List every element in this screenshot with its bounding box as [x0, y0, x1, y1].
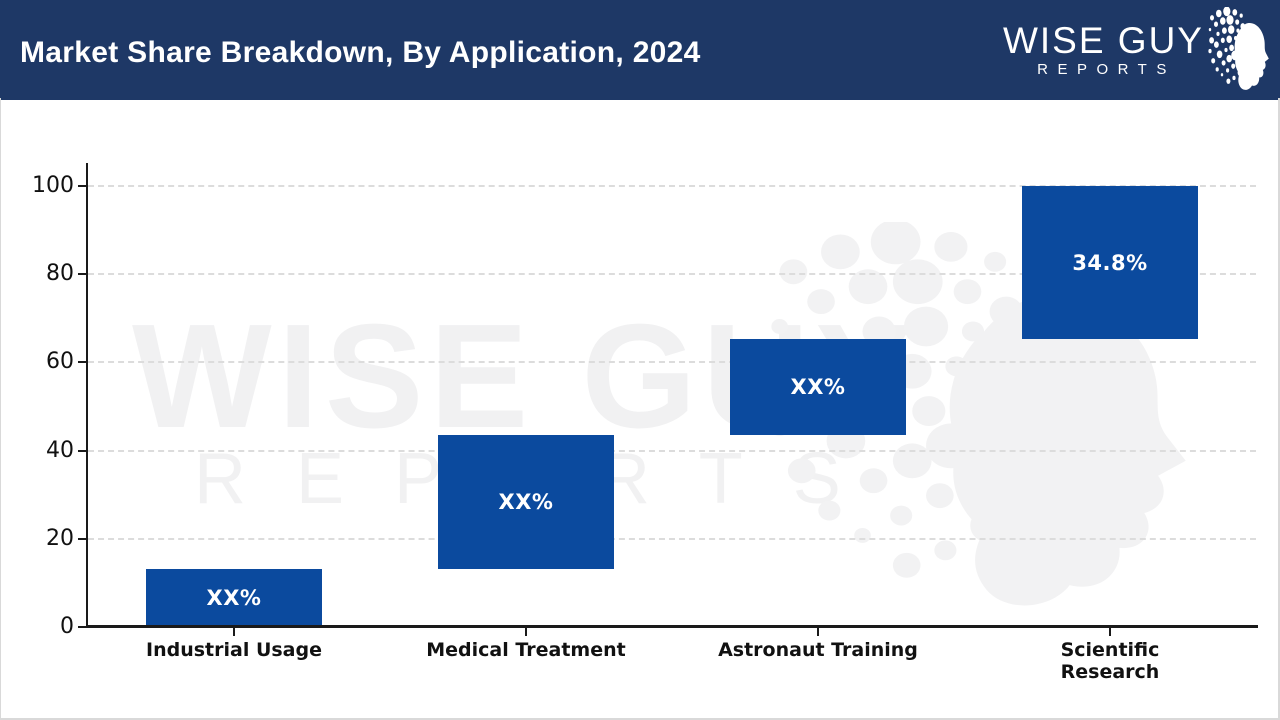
bar-value-label-astronaut-training: XX% — [790, 375, 846, 400]
x-tick-label-astronaut-training: Astronaut Training — [718, 639, 918, 661]
bar-value-label-industrial-usage: XX% — [206, 585, 262, 610]
bar-astronaut-training: XX% — [730, 339, 906, 436]
gridline-20 — [88, 537, 1256, 540]
x-tick-industrial-usage — [233, 628, 235, 636]
y-tick-80 — [78, 273, 86, 276]
y-tick-label-80: 80 — [46, 261, 74, 287]
header-bar: Market Share Breakdown, By Application, … — [0, 0, 1280, 100]
y-tick-label-0: 0 — [60, 614, 74, 639]
y-tick-40 — [78, 449, 86, 452]
y-tick-60 — [78, 361, 86, 364]
brand-logo-text: WISE GUY REPORTS — [1002, 20, 1204, 79]
x-tick-scientific-research — [1109, 628, 1111, 636]
gridline-40 — [88, 449, 1256, 452]
wiseguy-head-icon — [1206, 7, 1270, 93]
y-axis-line — [86, 163, 88, 627]
y-tick-0 — [78, 626, 86, 628]
gridline-60 — [88, 361, 1256, 364]
bar-value-label-medical-treatment: XX% — [498, 489, 554, 514]
brand-logo: WISE GUY REPORTS — [1003, 4, 1270, 96]
y-tick-label-40: 40 — [46, 437, 74, 463]
y-tick-label-100: 100 — [32, 173, 74, 198]
y-tick-label-60: 60 — [46, 349, 74, 375]
bar-industrial-usage: XX% — [146, 568, 322, 627]
bar-scientific-research: 34.8% — [1022, 186, 1198, 340]
x-tick-medical-treatment — [525, 628, 527, 636]
brand-wordmark: WISE GUY — [1002, 20, 1204, 61]
x-tick-astronaut-training — [817, 628, 819, 636]
x-tick-label-medical-treatment: Medical Treatment — [426, 639, 626, 661]
page-title: Market Share Breakdown, By Application, … — [20, 36, 701, 69]
bar-medical-treatment: XX% — [438, 435, 614, 569]
gridline-80 — [88, 273, 1256, 276]
x-axis-line — [86, 625, 1258, 628]
y-tick-100 — [78, 185, 86, 187]
brand-wordmark-sub: REPORTS — [1037, 61, 1176, 78]
y-tick-label-20: 20 — [46, 525, 74, 551]
x-tick-label-scientific-research: Scientific Research — [1060, 639, 1160, 683]
gridline-100 — [88, 185, 1256, 187]
bar-value-label-scientific-research: 34.8% — [1072, 250, 1148, 275]
x-tick-label-industrial-usage: Industrial Usage — [146, 639, 322, 661]
y-tick-20 — [78, 537, 86, 540]
